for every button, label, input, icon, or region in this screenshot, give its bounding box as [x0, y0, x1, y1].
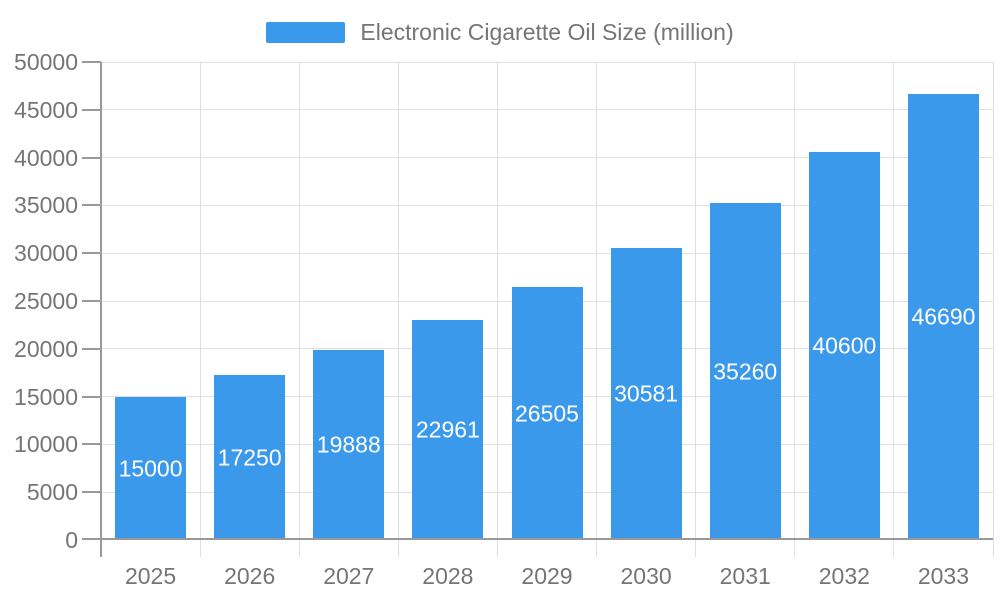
bar-2030[interactable]: 30581 [610, 248, 682, 540]
bar-2029[interactable]: 26505 [511, 287, 583, 540]
x-gridline [496, 62, 498, 557]
bar-value-label: 26505 [515, 400, 579, 426]
x-axis-line [82, 538, 993, 540]
y-axis-label: 40000 [14, 144, 78, 171]
x-gridline [992, 62, 994, 557]
x-axis-label: 2027 [323, 563, 375, 589]
bar-2028[interactable]: 22961 [412, 320, 484, 540]
y-axis-label: 25000 [14, 288, 78, 314]
bar-value-label: 46690 [911, 303, 976, 330]
bar-value-label: 22961 [415, 416, 480, 443]
x-axis-label: 2032 [818, 563, 870, 589]
bar-value-label: 19888 [316, 431, 381, 458]
y-axis-label: 45000 [14, 96, 78, 123]
x-axis-label: 2026 [224, 563, 276, 589]
bar-2031[interactable]: 35260 [709, 203, 781, 540]
legend-swatch-icon [266, 21, 346, 43]
x-axis-label: 2030 [620, 563, 672, 589]
y-axis-tick [82, 300, 101, 302]
x-axis-label: 2025 [124, 563, 177, 589]
x-gridline [893, 62, 895, 557]
y-axis-label: 35000 [14, 192, 78, 219]
y-axis-tick [82, 156, 101, 159]
x-gridline [596, 62, 598, 557]
y-axis-tick [82, 347, 101, 350]
y-axis-tick [82, 491, 101, 494]
y-axis-label: 10000 [14, 431, 78, 458]
y-gridline [101, 252, 993, 254]
y-axis-label: 20000 [14, 335, 78, 362]
y-axis-label: 30000 [14, 240, 78, 267]
y-gridline [101, 204, 993, 206]
x-axis-label: 2029 [521, 563, 573, 589]
y-axis-label: 15000 [14, 383, 78, 410]
y-axis-label: 5000 [26, 479, 78, 506]
x-gridline [397, 62, 399, 557]
bar-value-label: 15000 [118, 455, 183, 481]
bar-value-label: 17250 [217, 444, 282, 470]
y-axis-tick [82, 252, 101, 255]
y-axis-label: 50000 [14, 49, 78, 75]
bar-2032[interactable]: 40600 [808, 152, 880, 540]
x-gridline [695, 62, 697, 557]
y-gridline [101, 157, 993, 159]
bar-value-label: 40600 [812, 332, 877, 359]
x-axis-label: 2033 [917, 563, 970, 589]
y-axis-tick [82, 108, 101, 111]
bar-2025[interactable]: 15000 [115, 397, 187, 540]
y-gridline [101, 61, 993, 63]
bar-value-label: 35260 [713, 358, 778, 384]
y-axis-tick [82, 395, 101, 398]
x-gridline [298, 62, 300, 557]
bar-value-label: 30581 [614, 380, 679, 407]
plot-area: 0 5000 10000 15000 20000 25000 30000 35000 40000… [14, 49, 994, 589]
x-gridline [794, 62, 796, 557]
y-axis-label: 0 [65, 527, 78, 553]
legend-item[interactable]: Electronic Cigarette Oil Size (million) [0, 0, 1000, 64]
x-gridline [199, 62, 201, 557]
bar-2027[interactable]: 19888 [313, 350, 385, 540]
bar-2033[interactable]: 46690 [907, 94, 979, 540]
x-axis-label: 2028 [422, 563, 474, 589]
bar-2026[interactable]: 17250 [214, 375, 286, 540]
legend-label: Electronic Cigarette Oil Size (million) [360, 18, 734, 45]
y-gridline [101, 109, 993, 111]
y-axis-tick [82, 204, 101, 207]
y-axis-tick [82, 61, 101, 63]
y-axis-line [100, 62, 102, 557]
y-axis-tick [82, 443, 101, 446]
x-axis-label: 2031 [719, 563, 771, 589]
